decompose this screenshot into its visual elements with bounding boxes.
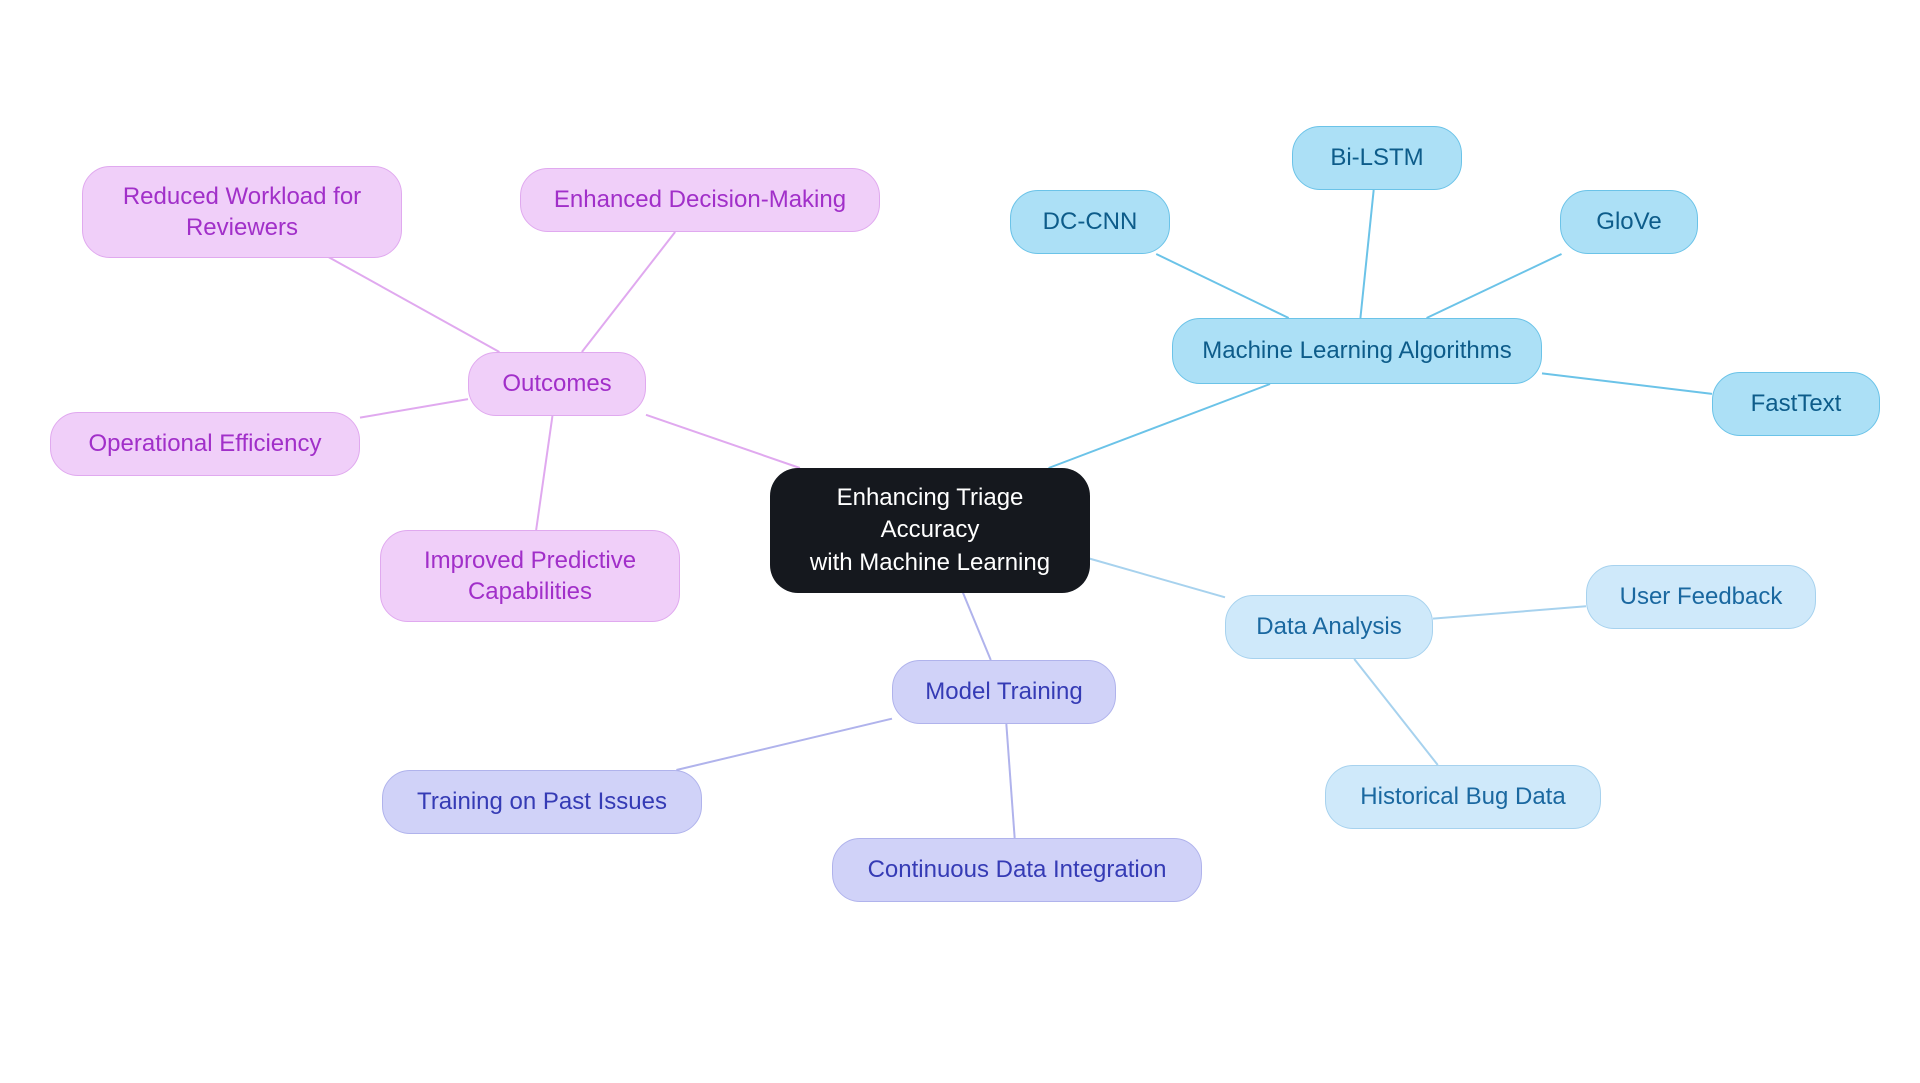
node-label: Machine Learning Algorithms	[1202, 335, 1512, 366]
node-glove: GloVe	[1560, 190, 1698, 254]
edge-outcomes-reduced_workload	[319, 252, 499, 352]
node-label: Improved PredictiveCapabilities	[424, 545, 636, 607]
edge-ml_algorithms-bi_lstm	[1360, 190, 1373, 318]
node-label: Operational Efficiency	[88, 428, 321, 459]
node-ml_algorithms: Machine Learning Algorithms	[1172, 318, 1542, 384]
edge-center-data_analysis	[1088, 558, 1226, 597]
node-label: Enhanced Decision-Making	[554, 184, 846, 215]
edge-data_analysis-historical_bug	[1354, 659, 1438, 765]
node-bi_lstm: Bi-LSTM	[1292, 126, 1462, 190]
node-label: Enhancing Triage Accuracywith Machine Le…	[796, 482, 1064, 579]
node-outcomes: Outcomes	[468, 352, 646, 416]
node-label: Historical Bug Data	[1360, 781, 1565, 812]
node-label: Data Analysis	[1256, 611, 1401, 642]
edge-model_training-continuous_data	[1006, 724, 1014, 838]
node-operational_efficiency: Operational Efficiency	[50, 412, 360, 476]
mindmap-canvas: Enhancing Triage Accuracywith Machine Le…	[0, 0, 1920, 1083]
node-historical_bug: Historical Bug Data	[1325, 765, 1601, 829]
node-label: FastText	[1751, 388, 1842, 419]
node-user_feedback: User Feedback	[1586, 565, 1816, 629]
node-label: Reduced Workload forReviewers	[123, 181, 361, 243]
edge-ml_algorithms-dc_cnn	[1156, 254, 1288, 318]
node-label: User Feedback	[1620, 581, 1783, 612]
node-improved_predictive: Improved PredictiveCapabilities	[380, 530, 680, 622]
node-label: GloVe	[1596, 206, 1661, 237]
node-training_past: Training on Past Issues	[382, 770, 702, 834]
node-label: Model Training	[925, 676, 1082, 707]
node-label: Bi-LSTM	[1330, 142, 1423, 173]
edge-outcomes-enhanced_decision	[582, 232, 675, 352]
node-data_analysis: Data Analysis	[1225, 595, 1433, 659]
node-label: Outcomes	[502, 368, 611, 399]
node-reduced_workload: Reduced Workload forReviewers	[82, 166, 402, 258]
node-continuous_data: Continuous Data Integration	[832, 838, 1202, 902]
node-label: Continuous Data Integration	[868, 854, 1167, 885]
edge-center-ml_algorithms	[1049, 384, 1270, 468]
node-model_training: Model Training	[892, 660, 1116, 724]
edge-model_training-training_past	[676, 719, 892, 770]
node-dc_cnn: DC-CNN	[1010, 190, 1170, 254]
node-fasttext: FastText	[1712, 372, 1880, 436]
node-enhanced_decision: Enhanced Decision-Making	[520, 168, 880, 232]
edge-data_analysis-user_feedback	[1433, 606, 1586, 618]
edge-ml_algorithms-glove	[1427, 254, 1562, 318]
node-label: Training on Past Issues	[417, 786, 667, 817]
edge-outcomes-operational_efficiency	[360, 399, 468, 417]
node-label: DC-CNN	[1043, 206, 1138, 237]
edge-center-outcomes	[646, 415, 800, 468]
edge-outcomes-improved_predictive	[536, 416, 552, 530]
edge-ml_algorithms-fasttext	[1542, 373, 1712, 394]
node-center: Enhancing Triage Accuracywith Machine Le…	[770, 468, 1090, 593]
